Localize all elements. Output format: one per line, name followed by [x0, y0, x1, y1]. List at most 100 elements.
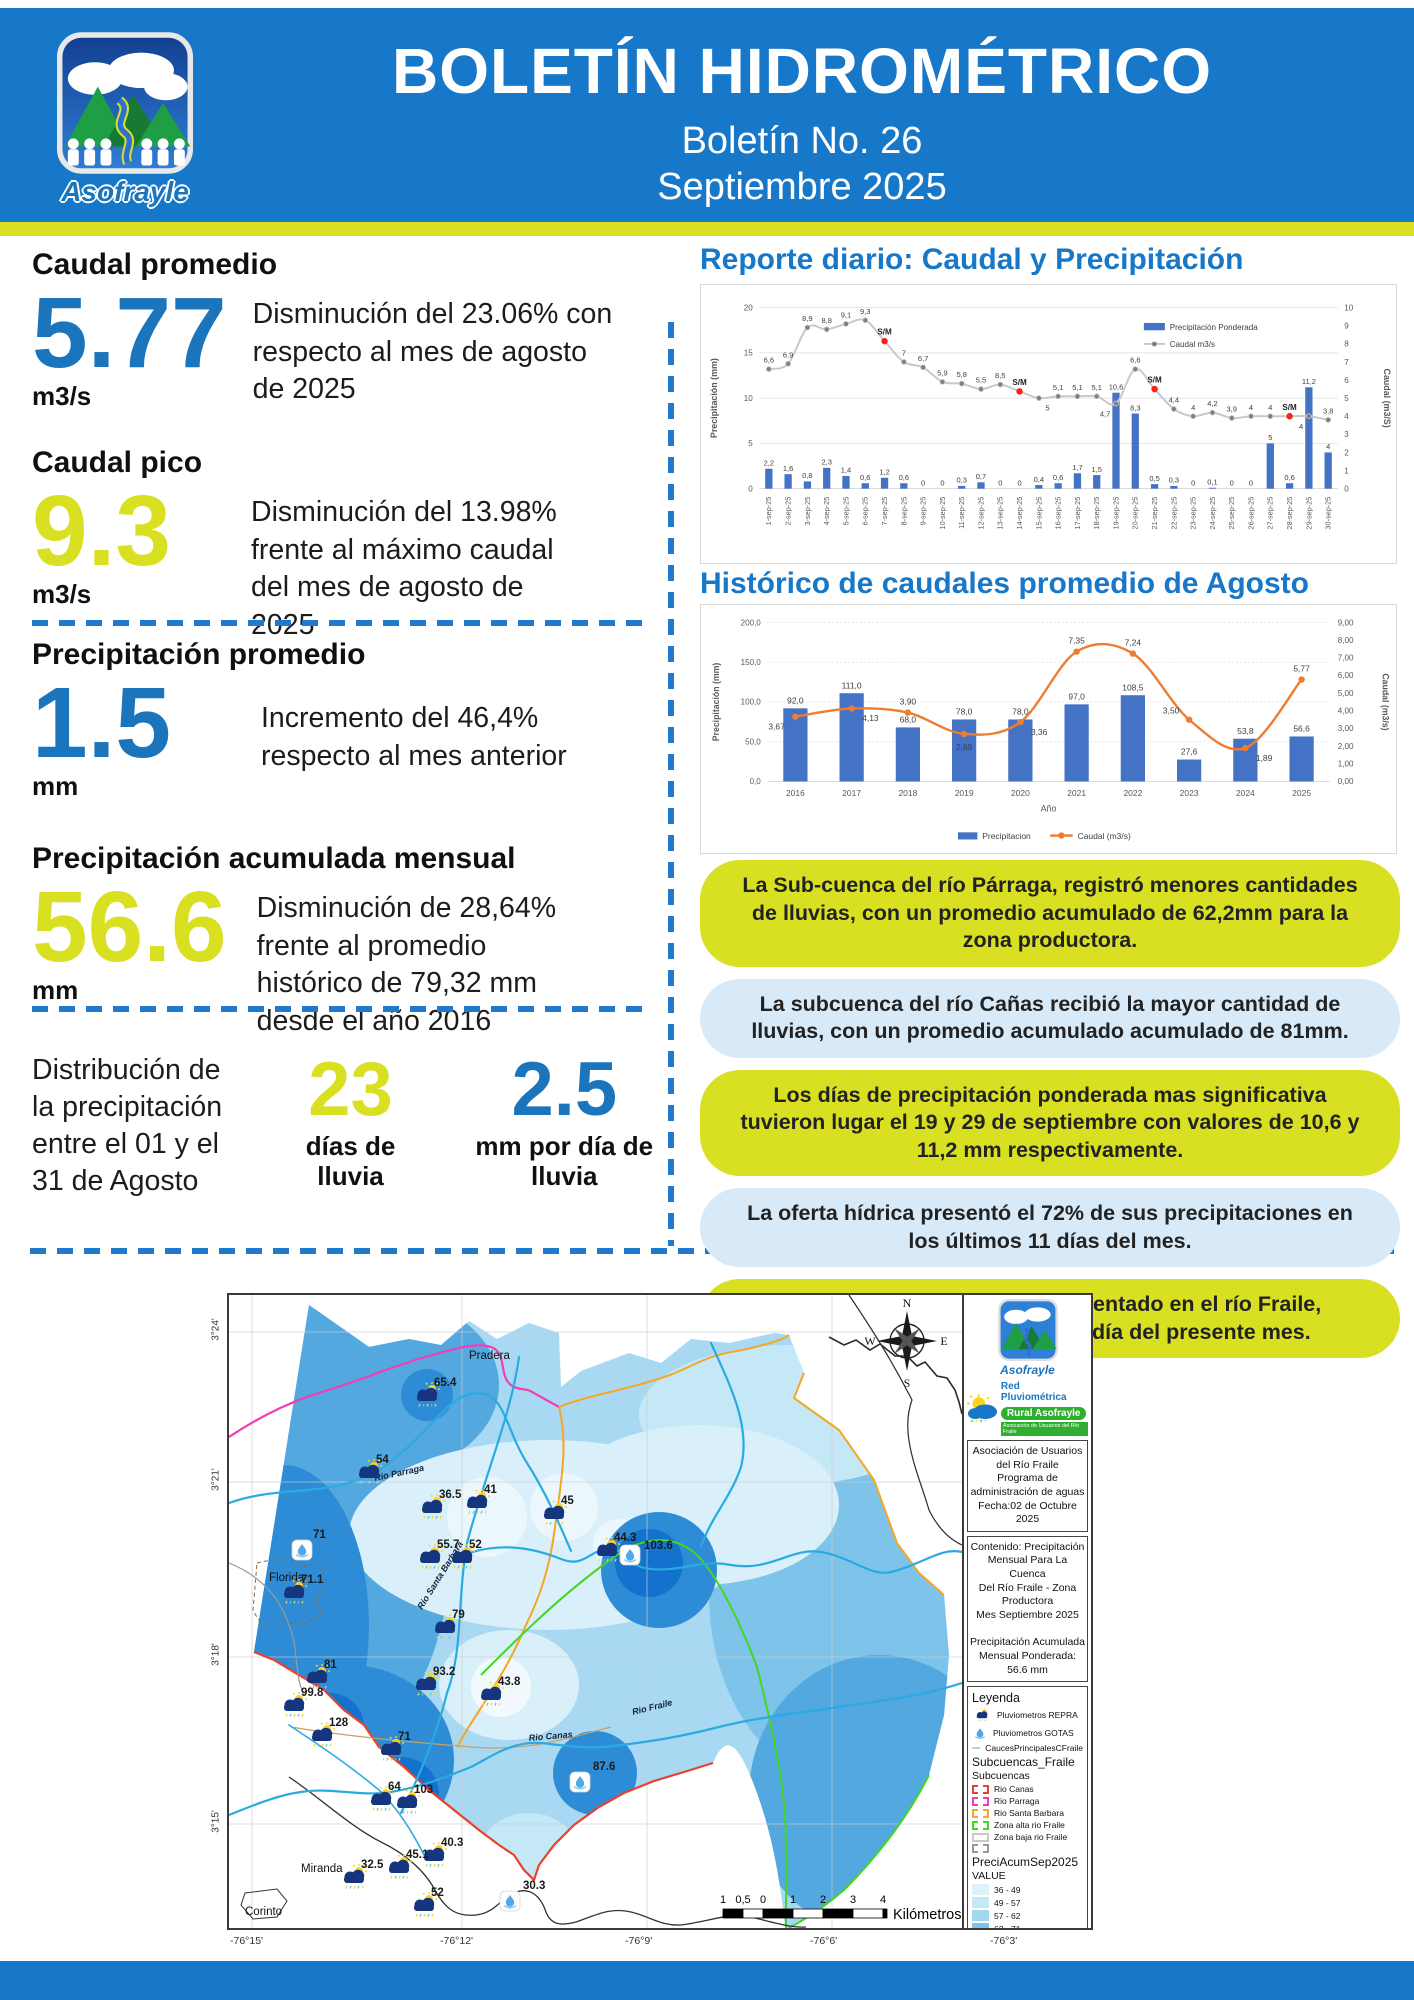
river-line-icon: [972, 1747, 980, 1749]
legend-item: Pluviometros REPRA: [972, 1707, 1083, 1723]
svg-text:108,5: 108,5: [1122, 683, 1144, 693]
svg-text:13-sep-25: 13-sep-25: [996, 497, 1005, 530]
svg-text:5: 5: [1344, 394, 1349, 403]
svg-text:0,3: 0,3: [1169, 476, 1179, 485]
svg-text:19-sep-25: 19-sep-25: [1111, 497, 1120, 530]
svg-text:29-sep-25: 29-sep-25: [1304, 497, 1313, 530]
svg-text:7,24: 7,24: [1125, 638, 1142, 648]
lon-label: -76°12': [440, 1935, 474, 1947]
callout-4: La oferta hídrica presentó el 72% de sus…: [700, 1188, 1400, 1268]
stat-desc: Disminución de 28,64% frente al promedio…: [256, 892, 557, 1037]
subcuenca-item: Zona baja rio Fraile: [972, 1832, 1083, 1842]
svg-text:4: 4: [880, 1894, 886, 1906]
svg-text:65.4: 65.4: [434, 1377, 457, 1389]
callout-1: La Sub-cuenca del río Párraga, registró …: [700, 860, 1400, 967]
svg-text:4,13: 4,13: [862, 713, 879, 723]
stat-desc: Incremento del 46,4% respecto al mes ant…: [261, 702, 567, 772]
svg-text:8,3: 8,3: [1130, 403, 1140, 412]
bulletin-number: Boletín No. 26: [681, 120, 923, 162]
svg-text:1,6: 1,6: [783, 464, 793, 473]
svg-text:55.7: 55.7: [437, 1539, 459, 1551]
lon-label: -76°15': [230, 1935, 264, 1947]
svg-text:52: 52: [431, 1887, 444, 1899]
svg-text:64: 64: [388, 1781, 401, 1793]
svg-text:103: 103: [414, 1784, 433, 1796]
svg-text:43.8: 43.8: [498, 1676, 521, 1688]
svg-text:15: 15: [744, 349, 753, 358]
river-label: Rio Canas: [528, 1729, 573, 1743]
subcuenca-label: Zona baja rio Fraile: [994, 1832, 1068, 1843]
station-gotas-103.6: 103.6: [619, 1540, 673, 1566]
svg-text:0,6: 0,6: [1053, 473, 1063, 482]
svg-text:5: 5: [748, 439, 753, 448]
stat-unit: mm: [32, 771, 79, 801]
svg-text:6,9: 6,9: [783, 350, 793, 359]
divider-vertical: [668, 322, 674, 1246]
lat-label: 3°21': [210, 1468, 222, 1491]
svg-text:0,6: 0,6: [899, 473, 909, 482]
svg-text:2,69: 2,69: [956, 742, 973, 752]
stat-value-block: 5.77 m3/s: [32, 283, 227, 412]
svg-text:0: 0: [940, 478, 944, 487]
panel-org-box: Asociación de Usuarios del Río Fraile Pr…: [967, 1440, 1088, 1532]
svg-text:24-sep-25: 24-sep-25: [1208, 497, 1217, 530]
station-repra-45: 45: [543, 1495, 574, 1526]
stat-precip-promedio: Precipitación promedio 1.5 mm Incremento…: [32, 638, 646, 802]
svg-text:2019: 2019: [955, 788, 974, 798]
station-repra-79: 79: [434, 1609, 465, 1640]
svg-text:Año: Año: [1041, 804, 1057, 814]
daily-chart: 0 5 10 15 20 0 1 2 3 4 5 6 7 8 9 10 Precipitación (mm) Ca…: [700, 284, 1397, 564]
svg-text:2025: 2025: [1292, 788, 1311, 798]
svg-text:2023: 2023: [1180, 788, 1199, 798]
svg-text:1: 1: [720, 1894, 726, 1906]
subcuenca-swatch: [972, 1820, 989, 1830]
station-repra-36.5: 36.5: [421, 1489, 462, 1520]
subcuenca-swatch: [972, 1844, 989, 1854]
svg-text:0,6: 0,6: [860, 473, 870, 482]
legend-title: Leyenda: [972, 1691, 1020, 1706]
legend-item: CaucesPrincipalesCFraile: [972, 1743, 1083, 1753]
map-section: 3°24' 3°21' 3°18' 3°15': [211, 1293, 1093, 1947]
value-class-item: 36 - 49: [972, 1884, 1083, 1896]
svg-text:0,3: 0,3: [956, 476, 966, 485]
svg-text:78,0: 78,0: [956, 707, 973, 717]
svg-text:11,2: 11,2: [1302, 377, 1316, 386]
svg-text:Precipitación (mm): Precipitación (mm): [709, 358, 719, 438]
stat-value: 56.6: [32, 871, 227, 983]
svg-text:10: 10: [1344, 303, 1353, 312]
svg-text:10: 10: [744, 394, 753, 403]
callout-3: Los días de precipitación ponderada mas …: [700, 1069, 1400, 1177]
svg-text:0: 0: [1249, 478, 1253, 487]
subcuencas-title: Subcuencas_Fraile: [972, 1755, 1075, 1770]
distribution-days: 23 días de lluvia: [281, 1052, 421, 1200]
svg-text:92,0: 92,0: [787, 696, 804, 706]
map-rivers: [229, 1341, 962, 1856]
svg-text:111,0: 111,0: [842, 681, 862, 691]
bulletin-month: Septiembre 2025: [657, 166, 947, 208]
svg-text:16-sep-25: 16-sep-25: [1054, 497, 1063, 530]
svg-text:4: 4: [1268, 403, 1272, 412]
subcuenca-label: Rio Santa Barbara: [994, 1808, 1064, 1819]
svg-text:6: 6: [1344, 376, 1349, 385]
svg-text:23-sep-25: 23-sep-25: [1189, 497, 1198, 530]
station-repra-52: 52: [413, 1887, 444, 1918]
svg-text:32.5: 32.5: [361, 1859, 384, 1871]
map-area: N E S W 1 0,5 0 1 2 3 4 Kilómetros Pradera Florida Mir…: [229, 1295, 962, 1928]
svg-text:8,00: 8,00: [1338, 636, 1354, 645]
value-class-swatch: [972, 1910, 989, 1922]
svg-text:5: 5: [1268, 433, 1272, 442]
subcuenca-swatch: [972, 1808, 989, 1818]
svg-text:3,9: 3,9: [1227, 405, 1237, 414]
svg-text:1,2: 1,2: [879, 468, 889, 477]
asofrayle-logo-text: Asofrayle: [61, 176, 189, 207]
svg-text:0: 0: [1230, 478, 1234, 487]
subcuenca-label: Zona alta rio Fraile: [994, 1820, 1065, 1831]
svg-text:2,3: 2,3: [821, 458, 831, 467]
svg-text:27,6: 27,6: [1181, 747, 1198, 757]
svg-text:97,0: 97,0: [1068, 692, 1085, 702]
lat-label: 3°15': [210, 1810, 222, 1833]
svg-text:8,8: 8,8: [821, 316, 831, 325]
svg-text:3,90: 3,90: [900, 697, 917, 707]
svg-text:0: 0: [760, 1894, 766, 1906]
station-repra-32.5: 32.5: [343, 1859, 384, 1890]
